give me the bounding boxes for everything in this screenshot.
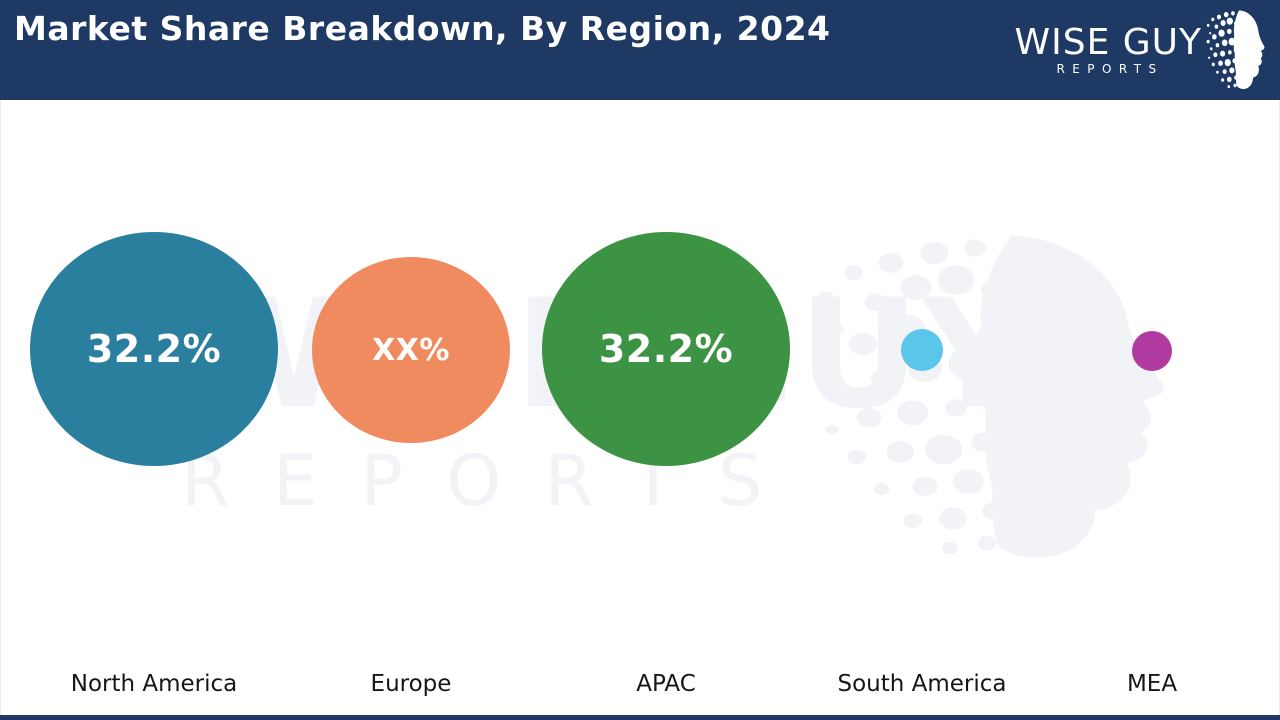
category-label-apac: APAC [636, 671, 696, 697]
header-bar: Market Share Breakdown, By Region, 2024 … [0, 0, 1280, 100]
bubble-value-label: XX% [372, 332, 450, 368]
category-label-europe: Europe [370, 671, 452, 697]
bubble-value-label: 32.2% [598, 327, 734, 371]
category-label-south-america: South America [837, 671, 1007, 697]
brand-logo: WISE GUY REPORTS [1015, 4, 1267, 96]
bubble-apac: 32.2% [542, 232, 790, 466]
bubble-north-america: 32.2% [30, 232, 278, 466]
footer-bar [0, 715, 1280, 720]
brand-head-icon [1206, 10, 1265, 90]
brand-name: WISE GUY [1014, 22, 1202, 64]
category-label-north-america: North America [70, 671, 238, 697]
brand-wordmark: WISE GUY REPORTS [1015, 24, 1203, 76]
brand-subtitle: REPORTS [1056, 61, 1164, 76]
page-title: Market Share Breakdown, By Region, 2024 [14, 9, 831, 48]
bubble-south-america [901, 329, 943, 371]
category-label-mea: MEA [1126, 671, 1178, 697]
bubble-europe: XX% [312, 257, 510, 443]
bubble-mea [1132, 331, 1172, 371]
bubble-value-label: 32.2% [86, 327, 222, 371]
